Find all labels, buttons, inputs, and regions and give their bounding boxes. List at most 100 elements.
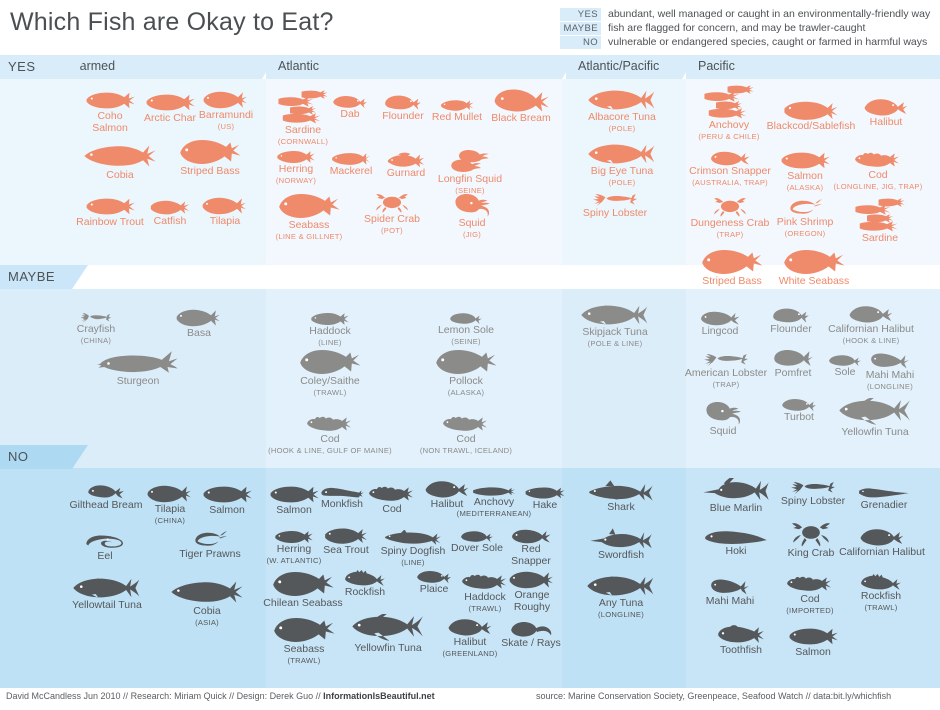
footer-source: source: Marine Conservation Society, Gre…: [536, 691, 892, 701]
fish-qualifier: (NON TRAWL, ICELAND): [419, 445, 513, 455]
fish-name: Spiny Lobster: [780, 495, 846, 507]
fish-name: Californian Halibut: [828, 323, 914, 335]
fish-entry: Shark: [559, 480, 683, 514]
fish-entry: Striped Bass: [148, 138, 272, 178]
fish-name: Pink Shrimp: [776, 216, 834, 228]
fish-name: Salmon: [209, 504, 245, 516]
fish-qualifier: (CHINA): [80, 335, 112, 345]
fish-name: Coley/Saithe: [300, 375, 360, 387]
mahi-icon: [828, 352, 940, 370]
lobster-icon: [553, 190, 677, 208]
fish-name: Albacore Tuna: [588, 111, 656, 123]
fish-qualifier: (LINE & GILLNET): [275, 231, 343, 241]
footer-site-link[interactable]: InformationIsBeautiful.net: [323, 691, 435, 701]
fish-name: Tilapia: [209, 215, 241, 227]
fish-entry: Chilean Seabass: [241, 570, 365, 610]
fish-name: King Crab: [787, 547, 835, 559]
fish-qualifier: (LINE): [318, 337, 342, 347]
fish-entry: Lingcod: [658, 310, 782, 338]
fish-entry: Red Mullet: [395, 99, 519, 124]
fish-qualifier: (TRAP): [712, 379, 740, 389]
fish-qualifier: (HOOK & LINE): [842, 335, 900, 345]
legend-key-yes: YES: [560, 8, 601, 21]
fish-entry: Dab: [288, 95, 412, 121]
fish-name: Salmon: [787, 170, 823, 182]
fish-qualifier: (OREGON): [784, 228, 826, 238]
fish-name: Blackcod/Sablefish: [766, 120, 856, 132]
fish-entry: Halibut: [385, 480, 509, 511]
fish-qualifier: (POLE): [608, 123, 636, 133]
fish-entry: Anchovy (MEDITERRANEAN): [432, 486, 556, 518]
yellowfin-icon: [813, 396, 937, 427]
section-label-bg: [0, 445, 72, 469]
fish-name: Pollock: [449, 375, 483, 387]
fish-qualifier: (POLE): [608, 177, 636, 187]
legend-text-no: vulnerable or endangered species, caught…: [608, 36, 928, 48]
fish-entry: Eel: [43, 532, 167, 563]
fish-name: Hoki: [725, 545, 747, 557]
fish-name: Rainbow Trout: [76, 216, 144, 228]
tuna-icon: [559, 574, 683, 598]
fish-name: Anchovy: [473, 496, 515, 508]
fish-entry: Plaice: [372, 570, 496, 596]
fish-name: Longfin Squid: [437, 173, 503, 185]
fish-entry: Gurnard: [344, 152, 468, 180]
fish-name: Barramundi: [198, 109, 254, 121]
fish-entry: Spiny Lobster: [553, 190, 677, 220]
column-header-atlanticpacific: Atlantic/Pacific: [566, 55, 696, 79]
fish-entry: Sturgeon: [76, 348, 200, 388]
fish-entry: Herring (W. ATLANTIC): [232, 530, 356, 565]
herring-icon: [268, 312, 392, 326]
fish-name: Lingcod: [701, 325, 739, 337]
footer-credits: David McCandless Jun 2010 // Research: M…: [6, 691, 435, 701]
fish-entry: Striped Bass: [670, 248, 794, 288]
fish-entry: Blackcod/Sablefish: [749, 100, 873, 133]
fish-name: Sardine: [861, 232, 899, 244]
fish-qualifier: (PERU & CHILE): [698, 131, 760, 141]
fish-entry: Cod (NON TRAWL, ICELAND): [404, 414, 528, 455]
section-label-no-text: NO: [8, 449, 29, 464]
fish-entry: Sea Trout: [284, 526, 408, 557]
fish-name: Basa: [187, 327, 211, 339]
fish-name: Striped Bass: [180, 165, 240, 177]
fish-entry: Rainbow Trout: [48, 196, 172, 229]
fish-name: Swordfish: [597, 549, 645, 561]
fish-entry: Californian Halibut: [820, 528, 940, 559]
shark-icon: [559, 480, 683, 502]
fish-entry: Haddock (TRAWL): [423, 572, 547, 613]
fish-entry: Basa: [137, 308, 261, 340]
fish-entry: Cod: [330, 484, 454, 516]
fish-entry: Seabass (TRAWL): [242, 616, 366, 665]
fish-qualifier: (TRAWL): [864, 602, 898, 612]
column-header-atlantic-label: Atlantic: [278, 59, 319, 73]
fish-qualifier: (SEINE): [455, 185, 485, 195]
fish-qualifier: (POLE & LINE): [587, 338, 643, 348]
fish-name: Gilthead Bream: [69, 499, 143, 511]
section-label-bg: [0, 55, 72, 79]
fish-entry: Red Snapper: [469, 528, 593, 567]
fish-qualifier: (ASIA): [195, 617, 219, 627]
legend-row-yes: YES abundant, well managed or caught in …: [560, 8, 935, 21]
fish-name: Dab: [340, 108, 360, 120]
fish-name: American Lobster: [684, 367, 768, 379]
sturgeon-icon: [76, 348, 200, 376]
fish-entry: Crimson Snapper (AUSTRALIA, TRAP): [668, 150, 792, 187]
fish-entry: Turbot: [737, 398, 861, 424]
fish-entry: Salmon: [232, 484, 356, 517]
fish-entry: Albacore Tuna (POLE): [560, 88, 684, 133]
fish-entry: Catfish: [108, 198, 232, 228]
fish-entry: Salmon: [751, 626, 875, 659]
fish-name: Hake: [532, 499, 558, 511]
column-bg-pacific: [686, 468, 940, 688]
fish-entry: Seabass (LINE & GILLNET): [247, 192, 371, 241]
fish-qualifier: (CORNWALL): [277, 136, 329, 146]
legend-row-no: NO vulnerable or endangered species, cau…: [560, 36, 935, 49]
fish-name: Big Eye Tuna: [590, 165, 654, 177]
fish-entry: Spiny Lobster: [751, 478, 875, 508]
fish-entry: Halibut: [824, 98, 940, 129]
fish-entry: Tilapia: [163, 196, 287, 228]
footer: David McCandless Jun 2010 // Research: M…: [0, 688, 940, 710]
section-label-yes-text: YES: [8, 59, 36, 74]
fish-name: Yellowfin Tuna: [354, 642, 422, 654]
